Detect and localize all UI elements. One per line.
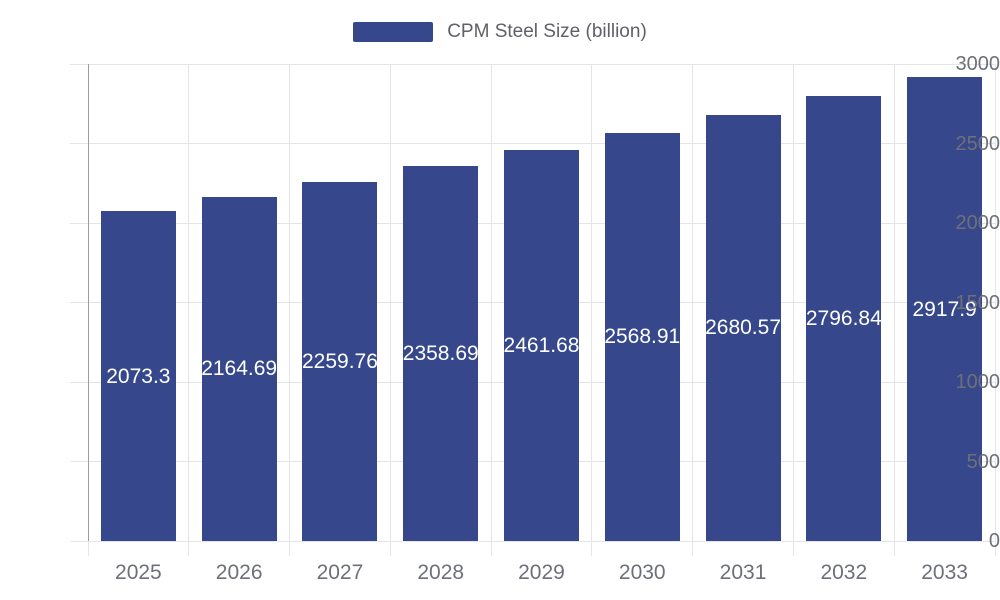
bar-value-label: 2680.57 xyxy=(705,316,781,340)
bar-2030: 2568.91 xyxy=(604,132,680,541)
y-tick-mark xyxy=(70,540,88,542)
x-tick-mark xyxy=(893,541,895,556)
y-axis-line xyxy=(88,64,89,556)
y-tick-label-2000: 2000 xyxy=(955,212,1000,234)
gridline-v xyxy=(792,64,794,541)
bar-2029: 2461.68 xyxy=(504,149,579,541)
x-tick-mark xyxy=(792,541,794,556)
x-tick-label-2032: 2032 xyxy=(820,561,868,584)
gridline-v xyxy=(994,64,996,541)
legend-swatch[interactable] xyxy=(353,22,434,42)
y-tick-mark xyxy=(70,222,88,224)
gridline-v xyxy=(289,64,291,541)
gridline-v xyxy=(893,64,895,541)
y-tick-label-1000: 1000 xyxy=(955,371,1000,393)
x-tick-label-2026: 2026 xyxy=(215,561,263,584)
x-tick-label-2029: 2029 xyxy=(518,561,565,584)
x-tick-label-2033: 2033 xyxy=(921,561,968,584)
bar-2026: 2164.69 xyxy=(201,196,277,541)
x-tick-mark xyxy=(87,541,89,556)
y-tick-label-3000: 3000 xyxy=(955,53,1000,75)
gridline-v xyxy=(692,64,694,541)
x-tick-label-2027: 2027 xyxy=(316,561,364,584)
bar-value-label: 2796.84 xyxy=(806,307,882,331)
x-tick-mark xyxy=(188,541,190,556)
x-tick-label-2030: 2030 xyxy=(618,561,666,584)
bar-2027: 2259.76 xyxy=(302,181,378,541)
bar-value-label: 2358.69 xyxy=(403,341,479,365)
legend-label[interactable]: CPM Steel Size (billion) xyxy=(447,21,647,42)
gridline-v xyxy=(389,64,391,541)
y-tick-mark xyxy=(70,461,88,462)
y-tick-label-1500: 1500 xyxy=(955,291,1000,314)
plot-area: 2073.3 2164.69 2259.76 2358.69 2461.68 2568.9… xyxy=(70,63,996,556)
bar-2025: 2073.3 xyxy=(100,211,176,541)
gridline-v xyxy=(490,64,492,541)
bar-value-label: 2259.76 xyxy=(302,349,378,373)
x-tick-label-2028: 2028 xyxy=(417,561,465,584)
y-tick-mark xyxy=(70,302,88,303)
x-tick-mark xyxy=(591,541,593,556)
bar-value-label: 2073.3 xyxy=(106,364,171,388)
bar-value-label: 2568.91 xyxy=(604,325,680,349)
y-tick-label-0: 0 xyxy=(988,530,1000,552)
y-tick-mark xyxy=(70,143,88,144)
y-tick-label-500: 500 xyxy=(966,450,1000,473)
x-tick-mark xyxy=(994,541,996,556)
x-tick-mark xyxy=(289,541,291,556)
x-tick-label-2025: 2025 xyxy=(115,561,162,584)
legend[interactable]: CPM Steel Size (billion) xyxy=(0,18,1000,46)
bar-2028: 2358.69 xyxy=(403,165,479,541)
y-tick-label-2500: 2500 xyxy=(955,132,1000,155)
gridline-v xyxy=(188,64,190,541)
y-tick-mark xyxy=(70,381,88,383)
x-tick-mark xyxy=(692,541,694,556)
bar-value-label: 2164.69 xyxy=(201,357,277,381)
bar-value-label: 2461.68 xyxy=(504,333,579,357)
x-tick-label-2031: 2031 xyxy=(719,561,767,584)
gridline-h-0 xyxy=(88,540,995,542)
bar-2031: 2680.57 xyxy=(705,114,781,541)
gridline-h-2500 xyxy=(88,143,995,144)
x-tick-mark xyxy=(389,541,391,556)
gridline-h-3000 xyxy=(88,63,995,65)
gridline-v xyxy=(591,64,593,541)
bar-value-label: 2917.9 xyxy=(912,297,977,321)
bar-2033: 2917.9 xyxy=(907,77,983,541)
bar-2032: 2796.84 xyxy=(806,96,882,541)
y-tick-mark xyxy=(70,63,88,65)
x-tick-mark xyxy=(490,541,492,556)
